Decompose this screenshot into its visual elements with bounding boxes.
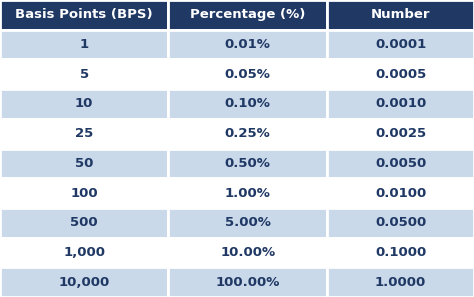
Text: 100.00%: 100.00% [216,276,280,289]
Text: 10.00%: 10.00% [220,246,275,259]
Bar [0,59,168,89]
Bar [0,0,168,30]
Text: 0.0500: 0.0500 [375,216,426,229]
Text: 1: 1 [80,38,89,51]
Bar [327,208,474,238]
Text: 25: 25 [75,127,93,140]
Bar [168,238,327,267]
Bar [327,0,474,30]
Text: 1,000: 1,000 [63,246,105,259]
Text: 0.01%: 0.01% [225,38,271,51]
Bar [0,119,168,148]
Bar [0,148,168,178]
Text: 0.0005: 0.0005 [375,68,426,81]
Text: 0.50%: 0.50% [225,157,271,170]
Text: 0.0001: 0.0001 [375,38,426,51]
Text: 0.05%: 0.05% [225,68,271,81]
Bar [168,267,327,297]
Bar [0,178,168,208]
Text: 0.10%: 0.10% [225,97,271,110]
Text: 500: 500 [70,216,98,229]
Text: 10,000: 10,000 [58,276,110,289]
Bar [0,30,168,59]
Bar [327,148,474,178]
Text: Basis Points (BPS): Basis Points (BPS) [15,8,153,21]
Bar [168,59,327,89]
Text: 5.00%: 5.00% [225,216,271,229]
Bar [168,0,327,30]
Bar [327,238,474,267]
Bar [168,119,327,148]
Bar [168,89,327,119]
Bar [0,267,168,297]
Bar [0,238,168,267]
Text: 100: 100 [70,187,98,200]
Bar [168,148,327,178]
Bar [327,89,474,119]
Bar [327,267,474,297]
Text: 0.1000: 0.1000 [375,246,426,259]
Bar [327,30,474,59]
Bar [168,178,327,208]
Bar [327,178,474,208]
Text: 0.0025: 0.0025 [375,127,426,140]
Bar [327,119,474,148]
Text: 50: 50 [75,157,93,170]
Bar [168,30,327,59]
Bar [0,89,168,119]
Text: Number: Number [371,8,430,21]
Bar [327,59,474,89]
Text: Percentage (%): Percentage (%) [190,8,305,21]
Text: 5: 5 [80,68,89,81]
Bar [168,208,327,238]
Text: 0.0050: 0.0050 [375,157,426,170]
Text: 10: 10 [75,97,93,110]
Bar [0,208,168,238]
Text: 0.0100: 0.0100 [375,187,426,200]
Text: 0.25%: 0.25% [225,127,271,140]
Text: 0.0010: 0.0010 [375,97,426,110]
Text: 1.00%: 1.00% [225,187,271,200]
Text: 1.0000: 1.0000 [375,276,426,289]
